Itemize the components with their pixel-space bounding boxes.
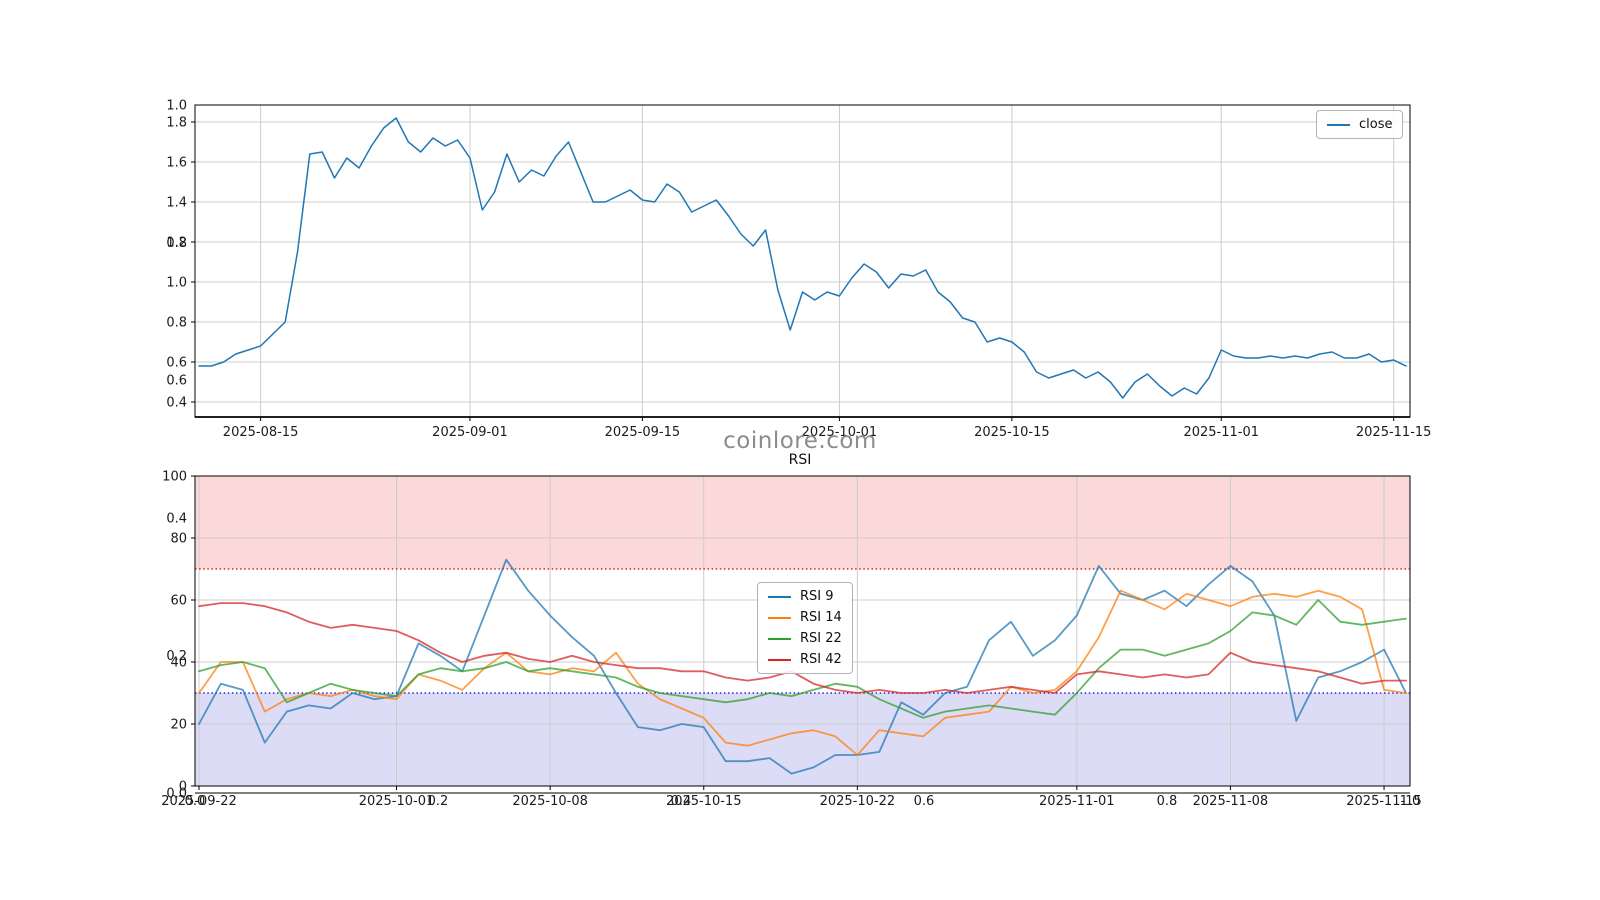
rsi-chart-plot: 0 20 40 60 80 100 2025-09-22 2025-10-01 2025-10-…: [161, 470, 1422, 810]
price-y-tick-label: 0.4: [166, 396, 187, 411]
legend-line-sample-close: [1327, 123, 1350, 126]
rsi-overbought-band: [195, 476, 1410, 569]
legend-label: RSI 9: [800, 589, 834, 604]
rsi-y-tick-label: 0: [179, 780, 187, 795]
rsi-x-tick-label: 2025-10-15: [666, 794, 742, 809]
rsi-chart-legend: RSI 9 RSI 14 RSI 22 RSI 42: [757, 582, 853, 674]
legend-label: RSI 14: [800, 610, 842, 625]
rsi-x-tick-label: 2025-11-08: [1193, 794, 1269, 809]
price-chart-plot: 0.4 0.6 0.8 1.0 1.2 1.4 1.6 1.8 2025-08-15 2025-0…: [166, 104, 1432, 440]
rsi-y-tick-label: 80: [170, 532, 187, 547]
overlay-y-tick-label: 0.4: [166, 511, 187, 526]
price-y-tick-label: 0.8: [166, 316, 187, 331]
overlay-x-tick-label: 0.8: [1157, 794, 1178, 809]
rsi-y-tick-label: 20: [170, 718, 187, 733]
price-x-tick-label: 2025-10-15: [974, 425, 1050, 440]
rsi-axes-frame: [194, 475, 1411, 787]
rsi-y-tick-label: 100: [162, 470, 187, 485]
price-x-tick-label: 2025-09-01: [432, 425, 508, 440]
legend-entry-rsi-42: RSI 42: [768, 652, 842, 667]
price-x-tick-label: 2025-11-01: [1183, 425, 1259, 440]
price-axes-frame: [194, 104, 1411, 418]
overlay-fraction-axis: 0.0 0.2 0.4 0.6 0.8 1.0 0.0 0.2 0.4 0.6 0.8 1.0: [166, 99, 1420, 810]
price-y-tick-label: 1.8: [166, 116, 187, 131]
rsi-series-line-rsi-42: [198, 602, 1407, 694]
overlay-y-tick-label: 1.0: [166, 99, 187, 114]
legend-line-sample-rsi-22: [768, 637, 791, 640]
price-y-tick-label: 1.4: [166, 196, 187, 211]
overlay-y-tick-label: 0.0: [166, 787, 187, 802]
overlay-x-tick-label: 0.6: [914, 794, 935, 809]
rsi-x-tick-label: 2025-10-08: [512, 794, 588, 809]
price-y-tick-label: 1.0: [166, 276, 187, 291]
price-x-tick-label: 2025-09-15: [605, 425, 681, 440]
price-x-tick-label: 2025-08-15: [223, 425, 299, 440]
legend-line-sample-rsi-42: [768, 658, 791, 661]
rsi-chart-title: RSI: [788, 452, 812, 468]
overlay-y-tick-label: 0.6: [166, 374, 187, 389]
watermark: coinlore.com: [723, 428, 877, 454]
legend-entry-rsi-9: RSI 9: [768, 589, 842, 604]
legend-entry-rsi-22: RSI 22: [768, 631, 842, 646]
overlay-x-tick-label: 0.0: [185, 794, 206, 809]
rsi-x-tick-label: 2025-11-15: [1346, 794, 1422, 809]
rsi-x-tick-label: 2025-09-22: [161, 794, 237, 809]
rsi-x-tick-label: 2025-10-22: [820, 794, 896, 809]
legend-label: close: [1359, 117, 1393, 132]
rsi-x-tick-label: 2025-10-01: [359, 794, 435, 809]
rsi-x-tick-label: 2025-11-01: [1039, 794, 1115, 809]
legend-entry-close: close: [1327, 117, 1392, 132]
overlay-x-tick-label: 1.0: [1400, 794, 1421, 809]
legend-label: RSI 42: [800, 652, 842, 667]
overlay-y-tick-label: 0.8: [166, 236, 187, 251]
price-chart-legend: close: [1316, 110, 1404, 139]
legend-label: RSI 22: [800, 631, 842, 646]
price-x-tick-label: 2025-10-01: [802, 425, 878, 440]
overlay-x-tick-label: 0.4: [671, 794, 692, 809]
rsi-series-line-rsi-9: [198, 558, 1407, 775]
price-x-tick-label: 2025-11-15: [1356, 425, 1432, 440]
legend-entry-rsi-14: RSI 14: [768, 610, 842, 625]
rsi-y-tick-label: 40: [170, 656, 187, 671]
legend-line-sample-rsi-14: [768, 616, 791, 619]
overlay-y-tick-label: 0.2: [166, 649, 187, 664]
legend-line-sample-rsi-9: [768, 595, 791, 598]
rsi-series-line-rsi-14: [198, 589, 1407, 756]
price-y-tick-label: 1.2: [166, 236, 187, 251]
overlay-x-tick-label: 0.2: [428, 794, 449, 809]
rsi-oversold-band: [195, 693, 1410, 786]
price-y-tick-label: 1.6: [166, 156, 187, 171]
rsi-y-tick-label: 60: [170, 594, 187, 609]
price-y-tick-label: 0.6: [166, 356, 187, 371]
rsi-series-line-rsi-22: [198, 599, 1407, 719]
price-series-line-close: [198, 117, 1407, 399]
